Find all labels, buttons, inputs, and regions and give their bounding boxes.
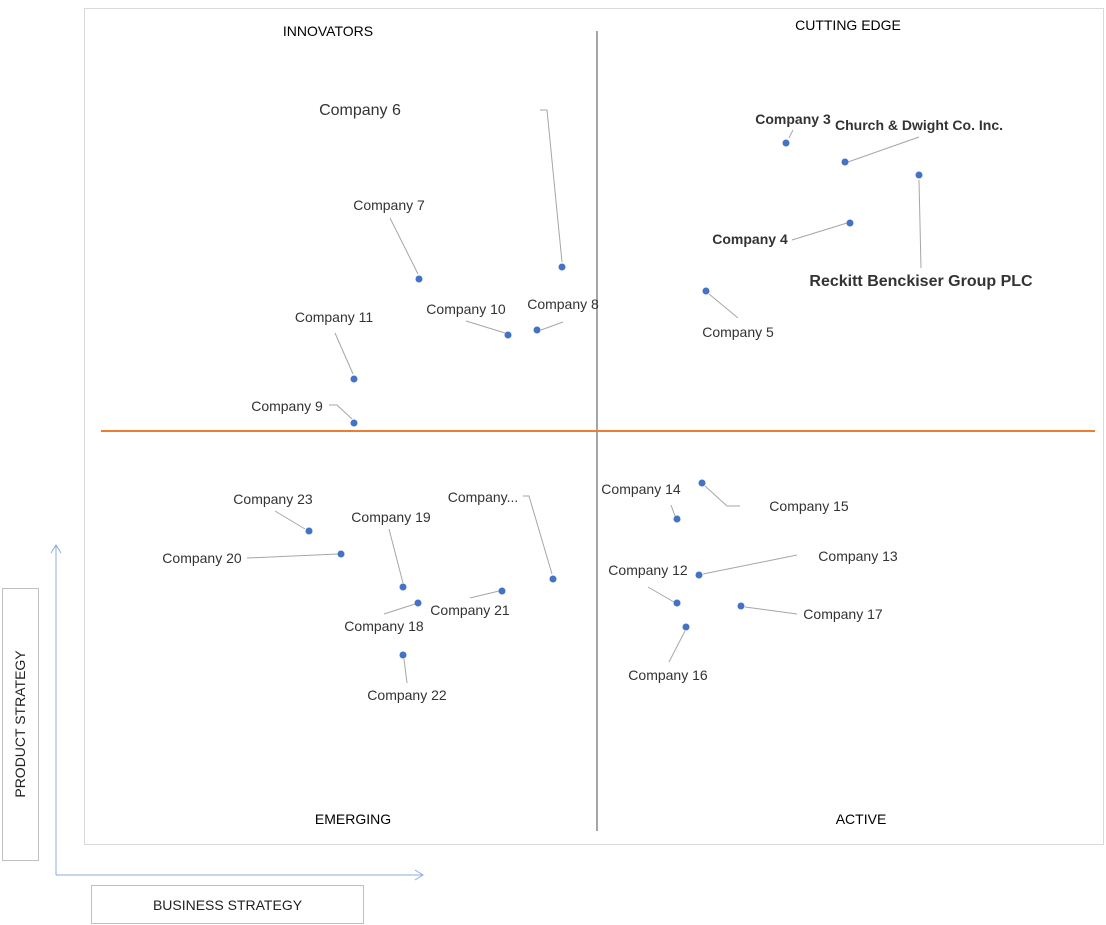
- data-point-company-6: [558, 263, 566, 271]
- data-point-church-dwight-co-inc: [841, 158, 849, 166]
- leader-line-company-18: [383, 603, 416, 615]
- leader-line-company-12: [647, 586, 675, 603]
- leader-line-company-13: [702, 554, 798, 575]
- data-point-company-11: [350, 375, 358, 383]
- data-point-company-14: [673, 515, 681, 523]
- leader-line-company-19: [388, 528, 404, 584]
- leader-line-reckitt-benckiser-group-plc: [918, 179, 922, 269]
- quadrant-label-emerging: EMERGING: [314, 811, 392, 827]
- data-point-company-16: [682, 623, 690, 631]
- leader-line-company-14: [670, 504, 676, 517]
- data-label-company-14: Company 14: [601, 481, 681, 497]
- leader-line-company-23: [274, 510, 306, 530]
- data-label-company-19: Company 19: [351, 509, 431, 525]
- data-label-company-12: Company 12: [608, 562, 688, 578]
- leader-line-company-16: [668, 630, 686, 663]
- quadrant-label-cutting-edge: CUTTING EDGE: [795, 17, 901, 33]
- data-label-company-21: Company 21: [430, 602, 510, 618]
- data-label-company-13: Company 13: [818, 548, 898, 564]
- data-label-company-22: Company 22: [367, 687, 447, 703]
- x-axis-arrow-head: [414, 869, 424, 881]
- data-label-company-3: Company 3: [755, 111, 831, 127]
- data-label-company-5: Company 5: [702, 324, 774, 340]
- leader-line-company-9: [329, 404, 353, 420]
- data-point-company-3: [782, 139, 790, 147]
- leader-line-company-11: [334, 332, 354, 375]
- data-point-company-21: [498, 587, 506, 595]
- y-axis-title: PRODUCT STRATEGY: [12, 650, 28, 798]
- x-axis-title-box: BUSINESS STRATEGY: [91, 885, 364, 924]
- data-point-company-17: [737, 602, 745, 610]
- data-label-company-18: Company 18: [344, 618, 424, 634]
- data-label-company-23: Company 23: [233, 491, 313, 507]
- leader-line-company-15: [704, 485, 740, 507]
- leader-line-company-4: [791, 222, 848, 241]
- leader-line-company-17: [744, 606, 798, 615]
- leader-line-company-21: [469, 590, 500, 599]
- data-point-company-10: [504, 331, 512, 339]
- plot-frame: [84, 8, 1104, 845]
- data-label-company-9: Company 9: [251, 398, 323, 414]
- leader-line-company-8: [540, 321, 564, 331]
- leader-line-church-dwight-co-inc: [847, 136, 920, 163]
- data-point-company-9: [350, 419, 358, 427]
- data-point-company-20: [337, 550, 345, 558]
- data-label-company-10: Company 10: [426, 301, 506, 317]
- leader-line-company-6: [540, 109, 563, 263]
- data-label-company-11: Company 11: [295, 309, 374, 325]
- y-axis-title-box: [2, 588, 39, 861]
- data-point-company-18: [414, 599, 422, 607]
- quadrant-label-active: ACTIVE: [835, 811, 887, 827]
- data-label-company-20: Company 20: [162, 550, 242, 566]
- data-label-company-17: Company 17: [803, 606, 883, 622]
- data-point-company-15: [698, 479, 706, 487]
- data-point-company-5: [702, 287, 710, 295]
- data-point-company-22: [399, 651, 407, 659]
- data-point-company-8: [533, 326, 541, 334]
- data-label-company-7: Company 7: [353, 197, 425, 213]
- data-point-company-12: [673, 599, 681, 607]
- data-point-company-19: [399, 583, 407, 591]
- leader-line-company-3: [788, 129, 794, 139]
- leader-line-company-5: [708, 293, 739, 319]
- leader-line-company-20: [246, 553, 339, 559]
- data-label-church-dwight-co-inc: Church & Dwight Co. Inc.: [835, 117, 1003, 133]
- leader-line-company: [523, 495, 553, 575]
- data-label-company-8: Company 8: [527, 296, 599, 312]
- leader-line-company-22: [403, 658, 408, 684]
- data-point-company-7: [415, 275, 423, 283]
- quadrant-label-innovators: INNOVATORS: [282, 23, 374, 39]
- data-label-company-16: Company 16: [628, 667, 708, 683]
- data-point-company-23: [305, 527, 313, 535]
- data-point-company: [549, 575, 557, 583]
- data-point-company-4: [846, 219, 854, 227]
- data-label-company-4: Company 4: [712, 231, 788, 247]
- data-label-company: Company...: [448, 489, 519, 505]
- leader-line-company-7: [389, 217, 419, 275]
- leader-line-company-10: [465, 320, 506, 334]
- data-point-company-13: [695, 571, 703, 579]
- y-axis-arrow-head: [50, 544, 62, 554]
- data-point-reckitt-benckiser-group-plc: [915, 171, 923, 179]
- data-label-company-6: Company 6: [319, 102, 401, 119]
- data-label-company-15: Company 15: [769, 498, 849, 514]
- data-label-reckitt-benckiser-group-plc: Reckitt Benckiser Group PLC: [809, 273, 1033, 290]
- x-axis-title: BUSINESS STRATEGY: [152, 896, 303, 913]
